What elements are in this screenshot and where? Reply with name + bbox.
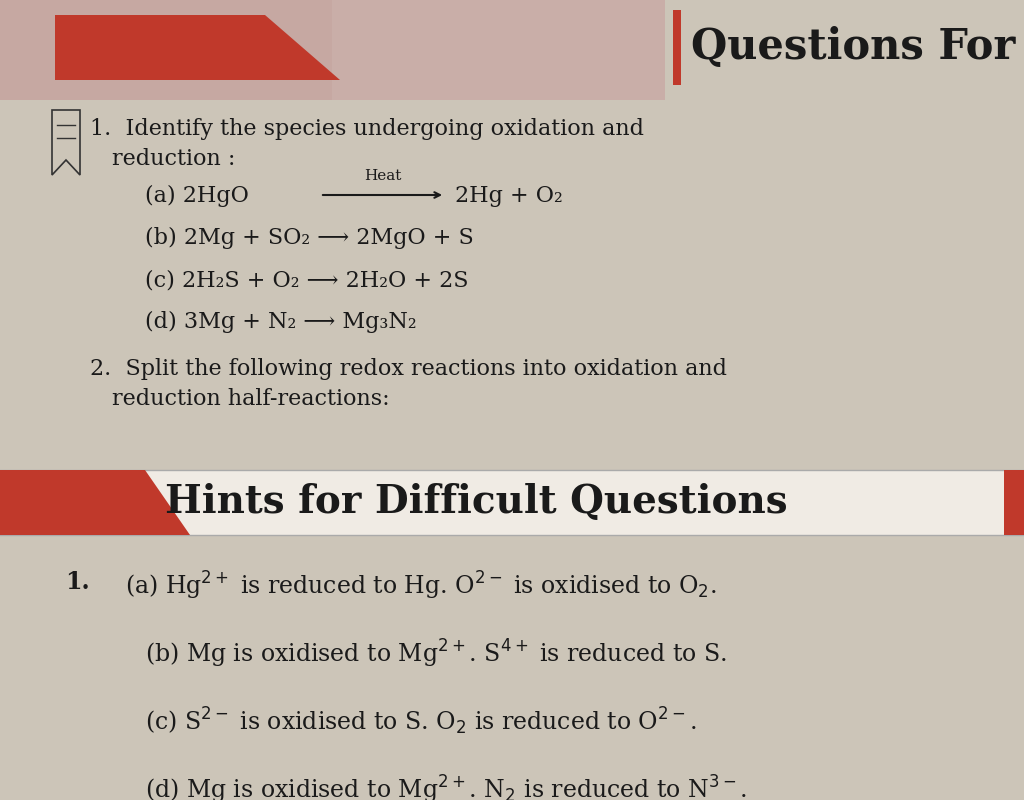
Text: (c) S$^{2-}$ is oxidised to S. O$_2$ is reduced to O$^{2-}$.: (c) S$^{2-}$ is oxidised to S. O$_2$ is …	[145, 706, 696, 738]
Text: Hints for Difficult Questions: Hints for Difficult Questions	[165, 483, 787, 522]
Polygon shape	[0, 470, 190, 535]
Bar	[55, 15, 265, 80]
Text: (c) 2H₂S + O₂ ⟶ 2H₂O + 2S: (c) 2H₂S + O₂ ⟶ 2H₂O + 2S	[145, 269, 469, 291]
Text: Heat: Heat	[364, 169, 401, 183]
Text: (d) Mg is oxidised to Mg$^{2+}$. N$_2$ is reduced to N$^{3-}$.: (d) Mg is oxidised to Mg$^{2+}$. N$_2$ i…	[145, 774, 748, 800]
Text: reduction :: reduction :	[112, 148, 236, 170]
Text: 2Hg + O₂: 2Hg + O₂	[455, 185, 563, 207]
Text: (a) 2HgO: (a) 2HgO	[145, 185, 249, 207]
Polygon shape	[265, 15, 340, 80]
Bar	[1004, 470, 1024, 535]
Bar	[0, 0, 665, 100]
Text: Questions For: Questions For	[691, 26, 1016, 68]
Text: (a) Hg$^{2+}$ is reduced to Hg. O$^{2-}$ is oxidised to O$_2$.: (a) Hg$^{2+}$ is reduced to Hg. O$^{2-}$…	[125, 570, 717, 602]
Text: 2.  Split the following redox reactions into oxidation and: 2. Split the following redox reactions i…	[90, 358, 727, 380]
Bar	[673, 10, 681, 85]
Text: (b) 2Mg + SO₂ ⟶ 2MgO + S: (b) 2Mg + SO₂ ⟶ 2MgO + S	[145, 227, 474, 249]
Bar	[0, 470, 1024, 535]
Bar	[0, 0, 332, 100]
Text: 1.  Identify the species undergoing oxidation and: 1. Identify the species undergoing oxida…	[90, 118, 644, 140]
Text: (d) 3Mg + N₂ ⟶ Mg₃N₂: (d) 3Mg + N₂ ⟶ Mg₃N₂	[145, 311, 417, 333]
Text: reduction half-reactions:: reduction half-reactions:	[112, 388, 389, 410]
Text: (b) Mg is oxidised to Mg$^{2+}$. S$^{4+}$ is reduced to S.: (b) Mg is oxidised to Mg$^{2+}$. S$^{4+}…	[145, 638, 727, 670]
Text: 1.: 1.	[65, 570, 90, 594]
